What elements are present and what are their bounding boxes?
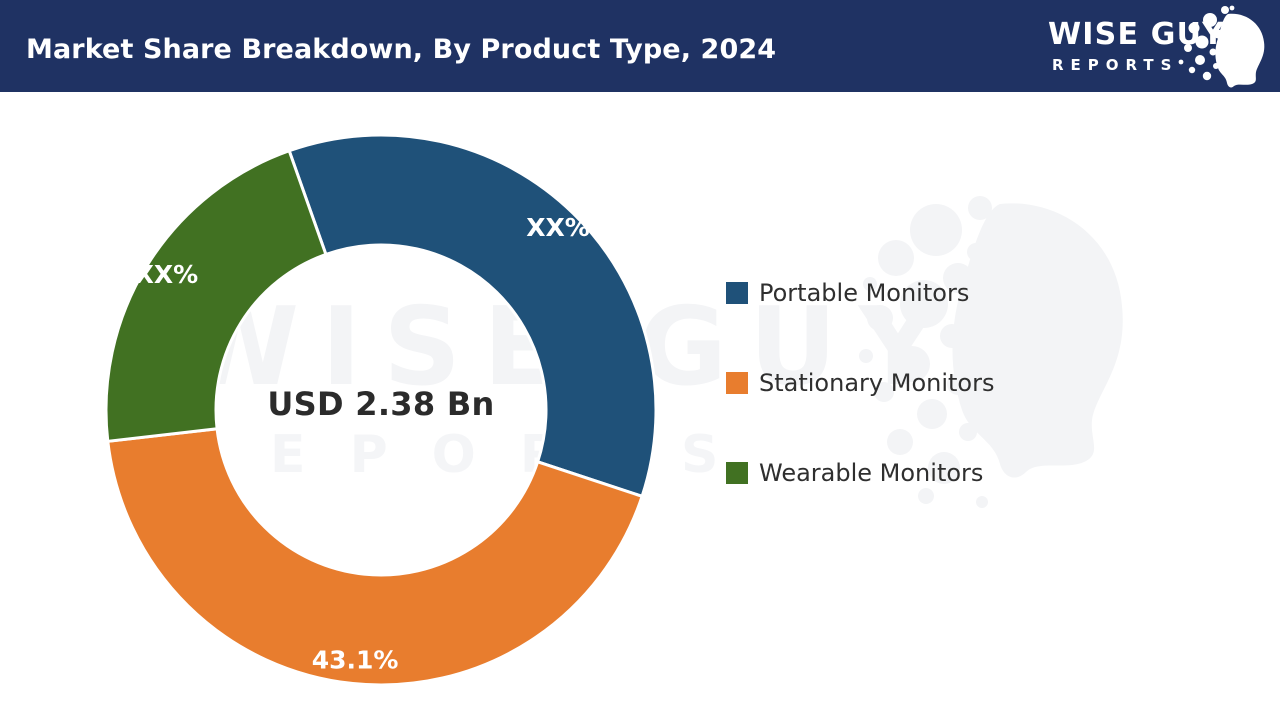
legend-item-label: Stationary Monitors — [759, 369, 995, 397]
legend-item-portable-monitors[interactable]: Portable Monitors — [726, 248, 1146, 338]
donut-slices — [104, 133, 658, 687]
slice-label-portable-monitors: XX% — [135, 260, 199, 289]
logo-head-icon — [1178, 5, 1265, 88]
legend-swatch-icon — [726, 462, 748, 484]
legend-swatch-icon — [726, 372, 748, 394]
donut-slice-labels: XX% 43.1% XX% — [135, 213, 590, 675]
legend-swatch-icon — [726, 282, 748, 304]
page-title: Market Share Breakdown, By Product Type,… — [26, 34, 777, 65]
center-value-label: USD 2.38 Bn — [267, 385, 495, 423]
legend-item-wearable-monitors[interactable]: Wearable Monitors — [726, 428, 1146, 518]
slice-label-wearable-monitors: XX% — [526, 213, 590, 242]
slice-label-stationary-monitors: 43.1% — [312, 646, 399, 675]
legend-item-label: Wearable Monitors — [759, 459, 984, 487]
legend-item-stationary-monitors[interactable]: Stationary Monitors — [726, 338, 1146, 428]
chart-legend: Portable Monitors Stationary Monitors We… — [726, 248, 1146, 518]
donut-slice-stationary-monitors[interactable] — [106, 427, 644, 687]
header-bar: Market Share Breakdown, By Product Type,… — [0, 0, 1280, 92]
wise-guy-reports-logo: WISE GUY REPORTS — [1048, 5, 1265, 88]
logo-secondary-text: REPORTS — [1052, 56, 1178, 74]
donut-chart: XX% 43.1% XX% — [104, 133, 658, 687]
donut-slice-portable-monitors[interactable] — [104, 148, 328, 443]
legend-item-label: Portable Monitors — [759, 279, 970, 307]
donut-slice-wearable-monitors[interactable] — [287, 133, 658, 499]
